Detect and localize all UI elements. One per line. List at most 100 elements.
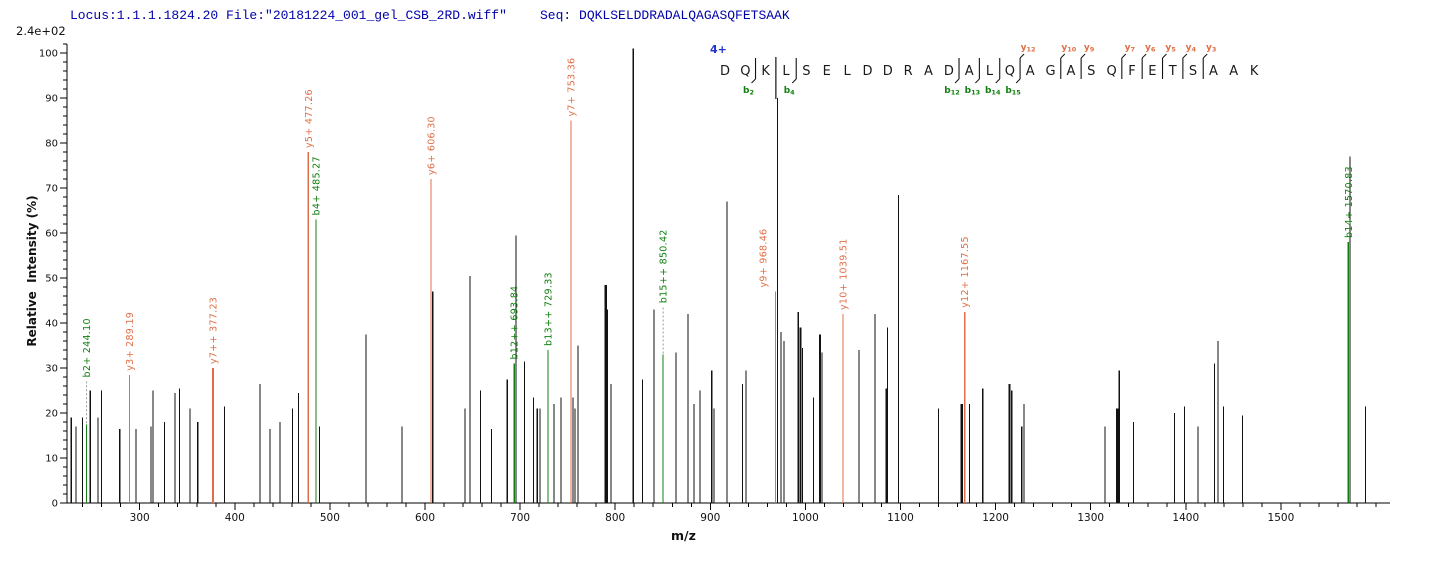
x-tick-label: 900 [700,512,720,524]
precursor-charge-label: 4+ [710,43,727,56]
y-tick-label: 30 [45,364,58,375]
y-tick-label: 40 [45,319,58,330]
y-axis-title: Relative Intensity (%) [25,195,39,347]
y-ion-hook [1182,53,1188,59]
y-ion-label: y9 [1084,43,1095,54]
intensity-scale-max: 2.4e+02 [16,24,66,38]
y-ion-hook [1162,53,1167,59]
sequence-residue: A [1026,64,1035,79]
b-ion-label: b4 [784,86,795,97]
sequence-residue: K [1250,64,1259,79]
sequence-residue: E [823,64,831,79]
b-ion-hook [791,78,797,84]
x-tick-label: 300 [130,512,150,524]
seq-label: Seq: [540,8,580,23]
peak-label: y7+ 753.36 [566,58,577,117]
peak-label: y7++ 377.23 [209,297,220,364]
b-ion-hook [954,78,960,84]
y-tick-label: 20 [45,409,58,420]
peak-label: y5+ 477.26 [304,89,315,148]
axes [66,44,1390,504]
sequence-residue: L [782,64,790,79]
y-ion-hook [1080,53,1086,59]
y-tick-label: 50 [45,274,58,285]
x-tick-label: 1500 [1268,512,1295,524]
sequence-residue: K [761,64,770,79]
sequence-residue: A [924,64,933,79]
y-ion-hook [1060,53,1066,59]
sequence-residue: S [802,64,810,79]
peak-label: b4+ 485.27 [311,156,322,215]
b-ion-label: b13 [965,86,981,97]
y-ion-label: y5 [1165,43,1176,54]
sequence-residue: Q [1107,64,1117,79]
locus-file-text: Locus:1.1.1.1824.20 File:"20181224_001_g… [70,8,507,23]
x-tick-label: 800 [605,512,625,524]
peak-label: b2+ 244.10 [82,318,93,377]
y-tick-label: 70 [45,184,58,195]
sequence-residue: E [1148,64,1156,79]
sequence-residue: T [1168,64,1177,79]
b-ion-label: b12 [944,86,960,97]
y-ion-label: y4 [1186,43,1197,54]
peak-label: y3+ 289.19 [125,312,136,371]
sequence-residue: G [1046,64,1056,79]
y-ion-hook [1121,53,1127,59]
sequence-residue: A [1209,64,1218,79]
b-ion-label: b14 [985,86,1001,97]
sequence-residue: A [1066,64,1075,79]
sequence-residue: D [862,64,872,79]
b-ion-hook [1015,78,1021,84]
x-tick-label: 1200 [982,512,1009,524]
x-tick-label: 700 [510,512,530,524]
peaks [70,48,1367,503]
peptide-sequence: 4+D Q K L S E L D D R A D A L Q A G A S Q F E T S A A Kb2 b4 b12 b13 b… [710,43,1259,99]
sequence-residue: Q [1005,64,1015,79]
x-tick-label: 600 [415,512,435,524]
x-tick-label: 1000 [792,512,819,524]
y-tick-label: 60 [45,229,58,240]
peak-label: y12+ 1167.55 [960,236,971,308]
sequence-residue: D [883,64,893,79]
peak-label: b13++ 729.33 [543,272,554,346]
sequence-residue: L [986,64,994,79]
y-tick-label: 100 [39,49,58,60]
y-tick-label: 80 [45,139,58,150]
y-ion-hook [1202,53,1208,59]
y-axis-ticks: 0 10 20 30 40 50 60 70 80 90 100 [39,43,67,510]
peak-label: y10+ 1039.51 [838,238,849,310]
b-ion-label: b15 [1005,86,1021,97]
y-ion-hook [1141,53,1147,59]
sequence-residue: A [1229,64,1238,79]
y-tick-label: 90 [45,94,58,105]
x-tick-label: 1100 [887,512,914,524]
sequence-residue: A [965,64,974,79]
b-ion-label: b2 [743,86,754,97]
peak-annotations: b2+ 244.10 y3+ 289.19 y7++ 377.23 y5+ 477.2… [82,58,1355,424]
sequence-header: Seq: DQKLSELDDRADALQAGASQFETSAAK [540,8,790,23]
sequence-residue: F [1128,64,1135,79]
b-ion-hook [995,78,1001,84]
x-axis-ticks: 300 400 500 600 700 800 900 1000 1100 1200 1300 140… [82,503,1377,524]
x-tick-label: 400 [225,512,245,524]
y-tick-label: 10 [45,454,58,465]
peak-label: b15++ 850.42 [659,229,670,303]
sequence-residue: S [1189,64,1197,79]
y-ion-label: y3 [1206,43,1216,54]
x-tick-label: 1300 [1077,512,1104,524]
y-ion-label: y6 [1145,43,1156,54]
x-tick-label: 500 [320,512,340,524]
x-axis-title: m/z [671,528,696,543]
y-ion-label: y10 [1061,43,1076,54]
peak-label: y9+ 968.46 [758,229,769,288]
sequence-residue: L [843,64,851,79]
peak-label: b14+ 1570.83 [1344,166,1355,238]
seq-value: DQKLSELDDRADALQAGASQFETSAAK [579,8,790,23]
sequence-residue: R [904,64,913,79]
y-tick-label: 0 [52,499,58,510]
sequence-residue: D [720,64,730,79]
y-ion-label: y12 [1021,43,1036,54]
sequence-residue: S [1087,64,1095,79]
